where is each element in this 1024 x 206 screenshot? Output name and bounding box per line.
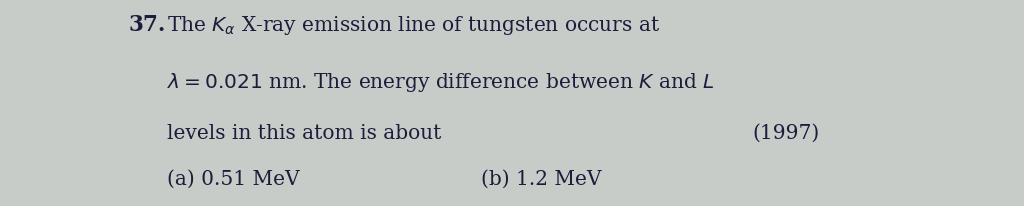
Text: (b) 1.2 MeV: (b) 1.2 MeV	[481, 170, 602, 189]
Text: (1997): (1997)	[753, 124, 820, 143]
Text: $\lambda = 0.021$ nm. The energy difference between $K$ and $L$: $\lambda = 0.021$ nm. The energy differe…	[167, 71, 715, 94]
Text: (a) 0.51 MeV: (a) 0.51 MeV	[167, 170, 300, 189]
Text: 37.: 37.	[128, 14, 165, 36]
Text: levels in this atom is about: levels in this atom is about	[167, 124, 441, 143]
Text: The $K_{\alpha}$ X-ray emission line of tungsten occurs at: The $K_{\alpha}$ X-ray emission line of …	[167, 14, 660, 37]
